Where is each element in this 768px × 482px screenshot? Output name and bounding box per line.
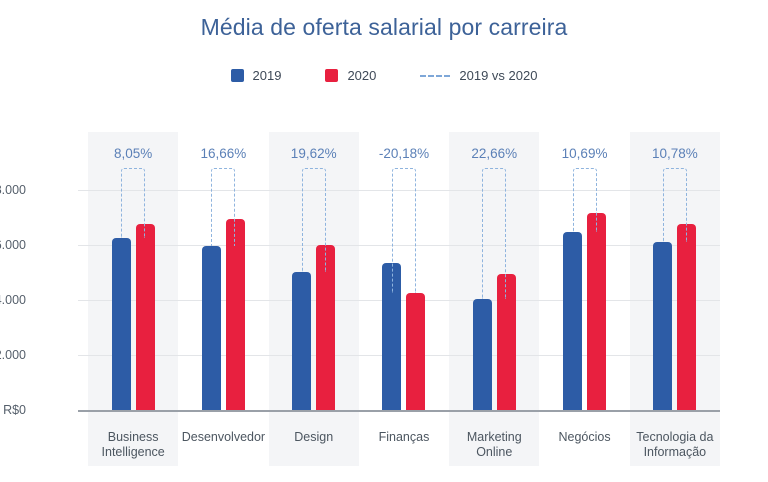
percent-change-label: 8,05%	[114, 146, 153, 161]
percent-change-label: 10,78%	[651, 146, 698, 161]
y-axis-tick-label: R$8.000	[0, 183, 26, 197]
x-axis-label: Tecnologia da Informação	[636, 430, 714, 459]
comparison-bracket	[301, 168, 326, 272]
bar-group: 8,05%	[88, 132, 178, 410]
percent-change-label: 16,66%	[200, 146, 247, 161]
x-axis-label: Marketing Online	[466, 430, 522, 459]
gridline	[78, 245, 720, 246]
plot-area: R$0 R$2.000 R$4.000 R$6.000 R$8.000 8,05% 16,6…	[0, 132, 720, 466]
comparison-bracket	[482, 168, 507, 299]
y-axis-tick-label: R$4.000	[0, 293, 26, 307]
comparison-bracket	[211, 168, 236, 247]
bar-2020[interactable]	[677, 223, 697, 410]
bar-2019[interactable]	[472, 298, 492, 410]
comparison-bracket	[572, 168, 597, 233]
percent-change-label: 10,69%	[561, 146, 608, 161]
x-axis-line	[78, 410, 720, 412]
bar-group: 10,78%	[630, 132, 720, 410]
legend-swatch-icon	[230, 69, 244, 82]
y-axis-tick-label: R$6.000	[0, 238, 26, 252]
chart-legend: 2019 2020 2019 vs 2020	[0, 68, 768, 83]
legend-swatch-icon	[325, 69, 339, 82]
gridline	[78, 190, 720, 191]
x-axis-label: Business Intelligence	[101, 430, 165, 459]
comparison-bracket	[662, 168, 687, 242]
chart-title: Média de oferta salarial por carreira	[200, 14, 568, 40]
y-axis-tick-label: R$2.000	[0, 348, 26, 362]
x-axis-label: Finanças	[378, 430, 430, 444]
x-axis-label: Negócios	[558, 430, 611, 444]
x-axis-label: Design	[294, 430, 334, 444]
bar-2020[interactable]	[316, 244, 336, 410]
comparison-bracket	[391, 168, 416, 293]
bar-group: 22,66%	[449, 132, 539, 410]
bar-2019[interactable]	[563, 232, 583, 410]
bar-group: -20,18%	[359, 132, 449, 410]
legend-item-comparison[interactable]: 2019 vs 2020	[420, 68, 537, 83]
legend-label: 2019	[252, 68, 282, 83]
bar-2020[interactable]	[496, 273, 516, 410]
x-axis-label: Desenvolvedor	[181, 430, 266, 444]
bar-group: 19,62%	[269, 132, 359, 410]
bar-2020[interactable]	[135, 224, 155, 410]
percent-change-label: -20,18%	[378, 146, 430, 161]
bar-2019[interactable]	[653, 241, 673, 410]
bar-2020[interactable]	[587, 213, 607, 410]
percent-change-label: 22,66%	[471, 146, 518, 161]
bar-2019[interactable]	[382, 262, 402, 410]
bar-2020[interactable]	[225, 218, 245, 410]
y-axis-tick-label: R$0	[3, 403, 26, 417]
bar-2019[interactable]	[111, 238, 131, 410]
legend-item-2019[interactable]: 2019	[230, 68, 282, 83]
bar-2019[interactable]	[201, 246, 221, 410]
percent-change-label: 19,62%	[290, 146, 337, 161]
legend-item-2020[interactable]: 2020	[325, 68, 376, 83]
bar-2019[interactable]	[292, 271, 312, 410]
bar-group: 16,66%	[178, 132, 268, 410]
bar-2020[interactable]	[406, 292, 426, 410]
legend-label: 2020	[347, 68, 377, 83]
x-axis-labels: Business Intelligence Desenvolvedor Design…	[88, 418, 720, 470]
comparison-bracket	[121, 168, 146, 238]
bar-group: 10,69%	[539, 132, 629, 410]
dashed-line-icon	[420, 74, 451, 77]
legend-label: 2019 vs 2020	[459, 68, 538, 83]
